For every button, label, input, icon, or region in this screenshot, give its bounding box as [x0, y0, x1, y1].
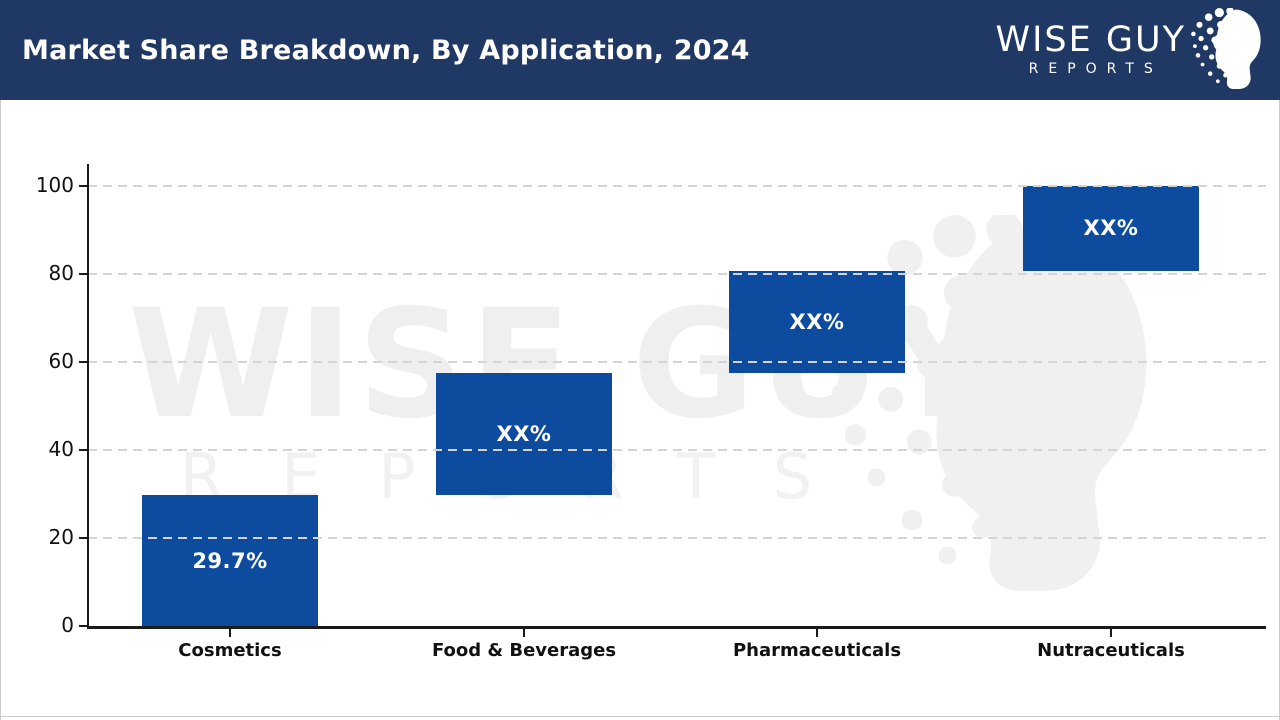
x-tick-cosmetics: [229, 629, 231, 637]
y-tick-label-100: 100: [35, 173, 74, 197]
x-tick-nutraceuticals: [1110, 629, 1112, 637]
wise-guy-reports-logo: WISE GUY REPORTS: [995, 8, 1266, 92]
y-tick-60: [79, 361, 87, 363]
y-tick-40: [79, 449, 87, 451]
bar-cosmetics: [142, 495, 318, 626]
bar-value-label-nutraceuticals: XX%: [1083, 216, 1139, 241]
bar-value-label-cosmetics: 29.7%: [192, 548, 268, 573]
logo-text: WISE GUY REPORTS: [995, 20, 1186, 78]
gridline-60: [88, 361, 1266, 363]
x-axis-label-pharmaceuticals: Pharmaceuticals: [732, 640, 902, 661]
page-title: Market Share Breakdown, By Application, …: [22, 34, 750, 66]
bar-value-label-food-beverages: XX%: [496, 422, 552, 447]
y-tick-label-40: 40: [48, 437, 74, 461]
y-tick-20: [79, 537, 87, 539]
logo-subtitle: REPORTS: [1028, 61, 1163, 77]
gridline-100: [88, 185, 1266, 187]
bar-food-beverages: [436, 373, 612, 496]
y-tick-label-60: 60: [48, 349, 74, 373]
x-axis-label-food-beverages: Food & Beverages: [431, 640, 617, 661]
header-band: Market Share Breakdown, By Application, …: [0, 0, 1280, 100]
frame-border-left: [0, 100, 1, 720]
frame-border-bottom: [0, 716, 1280, 717]
y-tick-label-80: 80: [48, 261, 74, 285]
x-tick-pharmaceuticals: [816, 629, 818, 637]
y-tick-80: [79, 273, 87, 275]
x-axis-label-nutraceuticals: Nutraceuticals: [1037, 640, 1185, 661]
gridline-40: [88, 449, 1266, 451]
y-tick-label-20: 20: [48, 525, 74, 549]
y-tick-100: [79, 185, 87, 187]
bar-value-label-pharmaceuticals: XX%: [789, 309, 845, 334]
y-tick-label-0: 0: [61, 613, 74, 637]
y-axis-line: [87, 164, 89, 628]
dotted-head-logo-icon: [1191, 8, 1261, 89]
y-tick-0: [79, 625, 87, 627]
x-axis-line: [87, 626, 1266, 629]
x-tick-food-beverages: [523, 629, 525, 637]
gridline-80: [88, 273, 1266, 275]
gridline-20: [88, 537, 1266, 539]
logo-wordmark: WISE GUY: [995, 20, 1186, 60]
x-axis-label-cosmetics: Cosmetics: [178, 640, 282, 661]
